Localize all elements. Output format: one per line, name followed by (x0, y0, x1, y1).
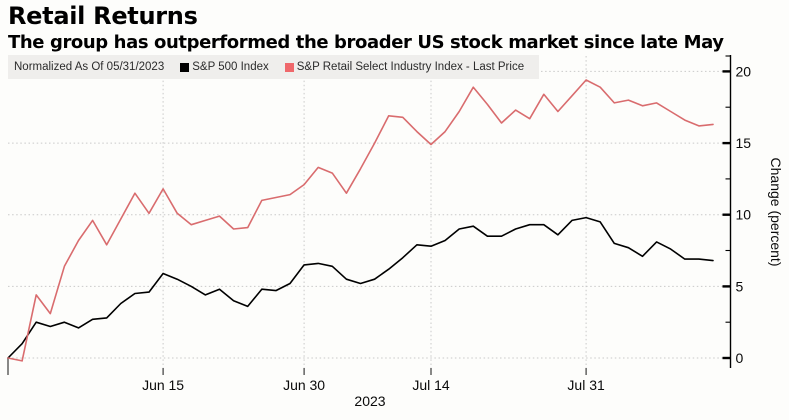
legend-normalized-label: Normalized As Of 05/31/2023 (14, 61, 165, 73)
y-tick-label: 10 (736, 207, 752, 223)
x-tick-label: Jun 30 (283, 377, 325, 393)
x-tick-label: Jul 31 (567, 377, 605, 393)
y-axis-title: Change (percent) (768, 158, 784, 267)
legend-series-label: S&P 500 Index (192, 61, 269, 73)
y-tick-label: 0 (736, 350, 744, 366)
legend-swatch-icon (180, 62, 190, 72)
y-tick-label: 20 (736, 63, 752, 79)
x-tick-label: Jun 15 (142, 377, 184, 393)
legend-bar: Normalized As Of 05/31/2023 S&P 500 Index… (8, 55, 539, 79)
page-subtitle: The group has outperformed the broader U… (8, 32, 724, 53)
legend-swatch-icon (284, 62, 294, 72)
page-title: Retail Returns (8, 2, 198, 30)
y-tick-label: 5 (736, 278, 744, 294)
retail-index-line (7, 79, 714, 362)
legend-item-retail-index: S&P Retail Select Industry Index - Last … (284, 61, 525, 73)
legend-series-label: S&P Retail Select Industry Index - Last … (296, 61, 525, 73)
x-axis-year-label: 2023 (354, 393, 385, 409)
legend-item-sp500: S&P 500 Index (180, 61, 269, 73)
sp500-line (7, 216, 714, 359)
y-tick-label: 15 (736, 135, 752, 151)
x-tick-label: Jul 14 (412, 377, 450, 393)
